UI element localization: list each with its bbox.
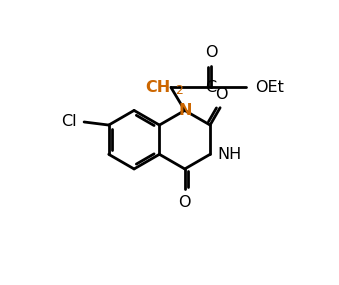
Text: N: N <box>178 103 192 118</box>
Text: 2: 2 <box>175 84 183 97</box>
Text: NH: NH <box>218 147 242 162</box>
Text: O: O <box>215 87 228 102</box>
Text: OEt: OEt <box>255 80 284 95</box>
Text: O: O <box>205 45 217 60</box>
Text: CH: CH <box>146 80 171 95</box>
Text: O: O <box>179 195 191 210</box>
Text: C: C <box>205 80 217 95</box>
Text: Cl: Cl <box>61 115 76 129</box>
